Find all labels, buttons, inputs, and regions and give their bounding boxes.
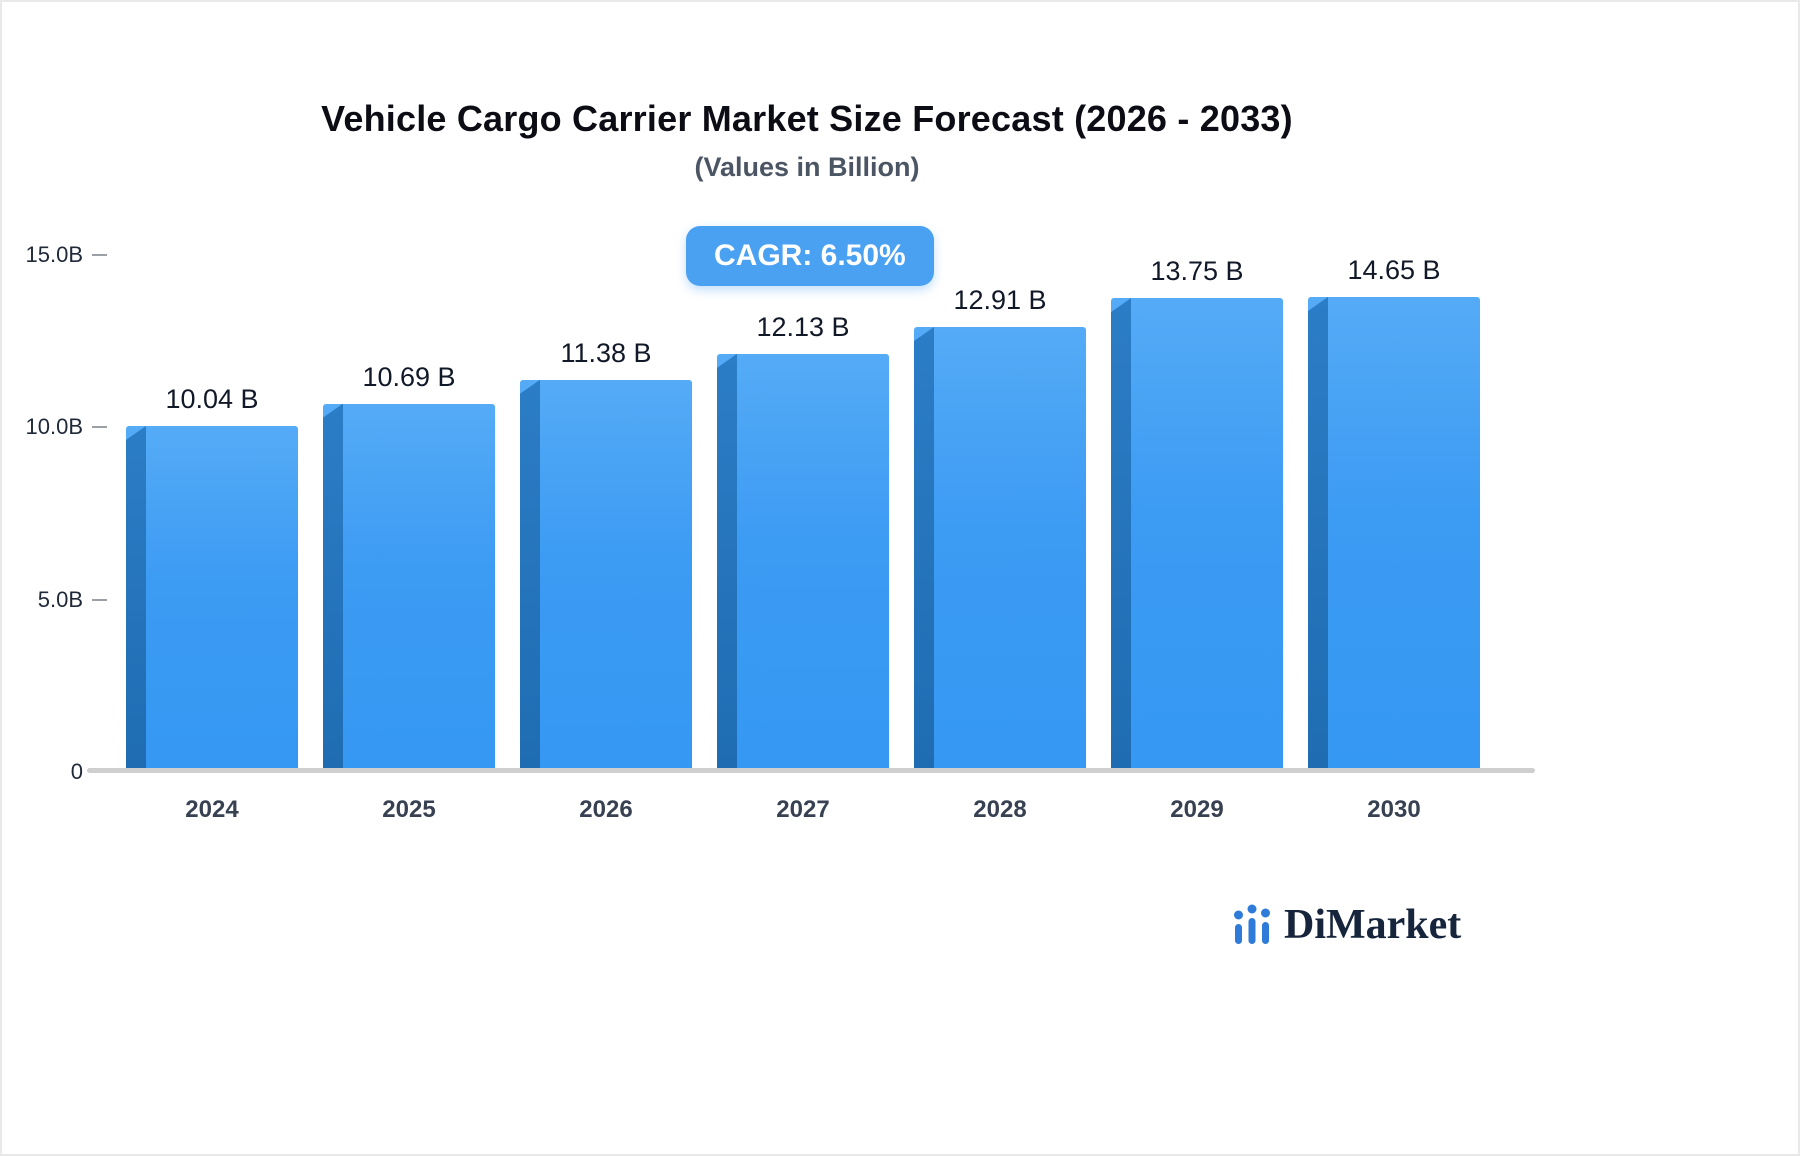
y-axis-tick-label: 5.0B (37, 586, 83, 612)
y-axis-tick: 5.0B (38, 586, 107, 614)
bar-value-label: 12.13 B (756, 311, 850, 342)
chart-subtitle: (Values in Billion) (694, 152, 920, 182)
bar (717, 353, 889, 772)
bar-group-2030: 14.65 B 2030 (1308, 255, 1480, 823)
y-axis-tick-mark (92, 254, 107, 256)
bar-group-2028: 12.91 B 2028 (914, 255, 1086, 823)
x-axis-label: 2025 (382, 796, 436, 823)
x-axis-label: 2030 (1367, 796, 1421, 823)
x-axis-label: 2026 (579, 796, 633, 823)
x-axis-label: 2024 (185, 796, 239, 823)
bar-value-label: 14.65 B (1347, 255, 1441, 285)
bar-chart-icon (1234, 904, 1270, 944)
y-axis-tick-label: 15.0B (25, 242, 84, 267)
y-axis-tick: 15.0B (25, 241, 107, 269)
y-axis-tick-mark (92, 426, 107, 429)
x-axis-label: 2029 (1170, 796, 1224, 823)
x-axis-label: 2027 (776, 796, 830, 823)
bar-value-label: 12.91 B (953, 285, 1047, 316)
y-axis: 15.0B 10.0B 5.0B 0 (2, 242, 107, 784)
bar-group-2025: 10.69 B 2025 (323, 255, 495, 823)
bar-group-2024: 10.04 B 2024 (126, 255, 298, 823)
x-axis-line (87, 768, 1535, 773)
bar-side-face (914, 327, 934, 772)
plot-area: 10.04 B 2024 10.69 B 2025 11.38 B 2026 12.13 B… (126, 255, 1480, 823)
brand-name: DiMarket (1284, 902, 1462, 948)
bar (520, 379, 692, 772)
y-axis-tick-mark (92, 598, 107, 601)
bar-value-label: 10.69 B (362, 361, 456, 392)
bar-value-label: 13.75 B (1150, 256, 1244, 287)
bar-side-face (717, 353, 737, 772)
brand-logo: DiMarket (1230, 902, 1461, 946)
bar-value-label: 11.38 B (560, 337, 652, 368)
bar-group-2026: 11.38 B 2026 (520, 255, 692, 823)
bar (126, 425, 298, 772)
bar (1308, 297, 1480, 772)
x-axis-label: 2028 (973, 796, 1027, 823)
bar-side-face (1111, 298, 1131, 772)
bar-value-label: 10.04 B (165, 383, 259, 414)
bar (914, 327, 1086, 772)
y-axis-tick-label: 10.0B (25, 414, 84, 440)
bar-side-face (323, 403, 343, 772)
bar-group-2027: 12.13 B 2027 (717, 255, 889, 823)
bar (1111, 298, 1283, 772)
bar (323, 403, 495, 772)
y-axis-tick-label: 0 (70, 759, 83, 784)
bar-side-face (520, 379, 540, 772)
bar-side-face (126, 425, 146, 772)
chart-title: Vehicle Cargo Carrier Market Size Foreca… (321, 98, 1293, 139)
bar-group-2029: 13.75 B 2029 (1111, 255, 1283, 823)
y-axis-tick: 10.0B (25, 413, 107, 441)
bar-side-face (1308, 297, 1328, 772)
cagr-badge: CAGR: 6.50% (686, 226, 934, 286)
